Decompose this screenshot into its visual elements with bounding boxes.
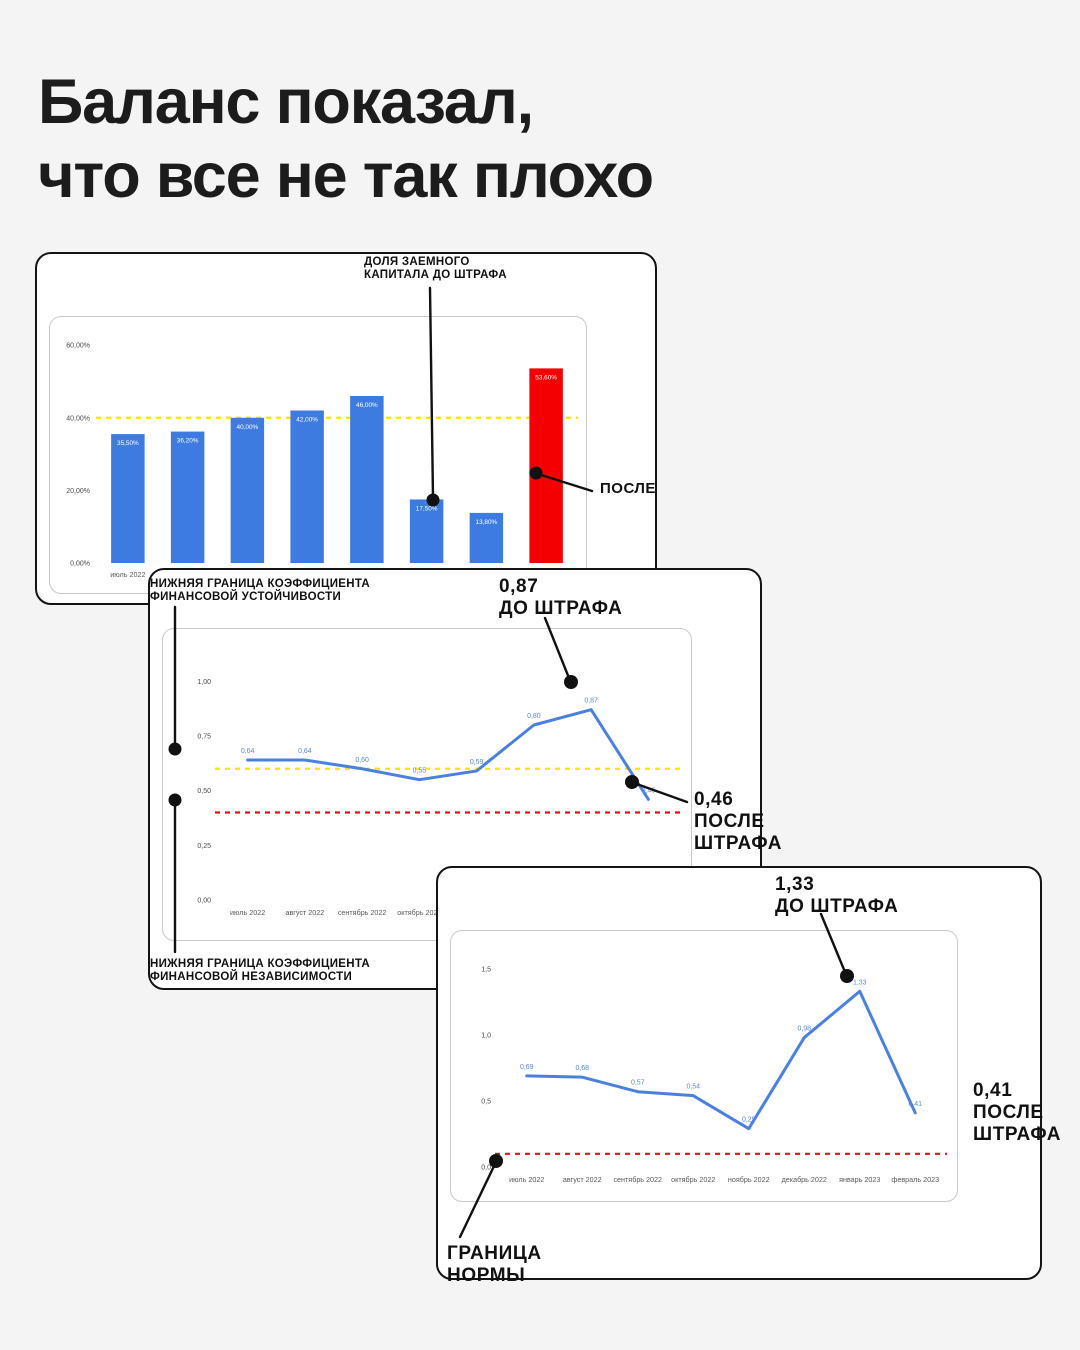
x-tick-label: август 2022 xyxy=(285,908,324,917)
card1-plot-frame: 0,00% 20,00% 40,00% 60,00% 35,50% 36,20% 40,00… xyxy=(49,316,587,594)
bar xyxy=(230,417,265,563)
point-value-label: 0,54 xyxy=(686,1084,700,1091)
page-title-line2: что все не так плохо xyxy=(38,140,654,211)
point-value-label: 0,59 xyxy=(470,759,484,766)
bar-value-label: 46,00% xyxy=(356,402,378,409)
y-tick-label: 20,00% xyxy=(66,488,90,495)
y-tick-label: 1,0 xyxy=(481,1032,491,1039)
y-tick-label: 0,0 xyxy=(481,1165,491,1172)
bar xyxy=(111,434,145,563)
card3-plot-frame: 0,0 0,5 1,0 1,5 0,69 0,68 0,57 0,54 0,29 0,98 1,33… xyxy=(450,930,958,1202)
point-value-label: 0,87 xyxy=(584,698,598,705)
annotation-041-after-fine: 0,41 после штрафа xyxy=(973,1080,1062,1146)
bar-value-label: 13,80% xyxy=(476,519,498,526)
x-tick-label: июль 2022 xyxy=(110,570,145,579)
point-value-label: 0,64 xyxy=(241,748,255,755)
point-value-label: 1,33 xyxy=(853,979,867,986)
card1-bar-chart: 0,00% 20,00% 40,00% 60,00% 35,50% 36,20% 40,00… xyxy=(66,343,578,579)
page-title-line1: Баланс показал, xyxy=(38,67,534,137)
data-line xyxy=(525,989,917,1131)
annotation-stability-lower-bound: Нижняя граница коэффициента финансовой у… xyxy=(150,578,371,604)
annotation-debt-share-before-fine: Доля заемного капитала до штрафа xyxy=(364,256,507,282)
y-tick-label: 40,00% xyxy=(66,415,90,422)
y-tick-label: 0,5 xyxy=(481,1098,491,1105)
bar-value-label: 42,00% xyxy=(296,417,318,424)
x-tick-label: декабрь 2022 xyxy=(782,1175,827,1184)
x-tick-label: август 2022 xyxy=(563,1175,602,1184)
financial-independence-line-card: 0,0 0,5 1,0 1,5 0,69 0,68 0,57 0,54 0,29 0,98 1,33… xyxy=(436,866,1042,1280)
y-tick-label: 0,00% xyxy=(70,561,90,568)
debt-share-bar-card: 0,00% 20,00% 40,00% 60,00% 35,50% 36,20% 40,00… xyxy=(35,252,657,605)
y-tick-label: 0,25 xyxy=(197,843,211,850)
point-value-label: 0,60 xyxy=(355,757,369,764)
point-value-label: 0,57 xyxy=(631,1080,645,1087)
bar xyxy=(170,431,205,563)
x-tick-label: октябрь 2022 xyxy=(397,908,441,917)
card2-plot-frame: 0,00 0,25 0,50 0,75 1,00 0,64 0,64 0,60 0,55 0,59… xyxy=(162,628,692,941)
x-tick-label: январь 2023 xyxy=(839,1175,880,1184)
point-value-label: 0,29 xyxy=(742,1117,756,1124)
bar xyxy=(409,499,444,563)
annotation-133-before-fine: 1,33 до штрафа xyxy=(775,874,899,918)
annotation-norm-boundary: Граница нормы xyxy=(447,1243,542,1287)
annotation-independence-lower-bound: Нижняя граница коэффициента финансовой н… xyxy=(150,958,371,984)
point-value-label: 0,68 xyxy=(575,1065,589,1072)
point-value-label: 0,69 xyxy=(520,1064,534,1071)
bar-value-label: 35,50% xyxy=(117,440,139,447)
point-value-label: 0,46 xyxy=(642,787,656,794)
x-tick-label: сентябрь 2022 xyxy=(338,908,387,917)
y-tick-label: 60,00% xyxy=(66,343,90,350)
y-tick-label: 0,50 xyxy=(197,788,211,795)
point-value-label: 0,98 xyxy=(797,1026,811,1033)
y-tick-label: 0,75 xyxy=(197,733,211,740)
x-tick-label: ноябрь 2022 xyxy=(728,1175,770,1184)
bar xyxy=(469,512,504,563)
point-value-label: 0,41 xyxy=(908,1101,922,1108)
y-tick-label: 1,00 xyxy=(197,679,211,686)
bar xyxy=(529,368,563,563)
x-tick-label: февраль 2023 xyxy=(891,1175,939,1184)
x-tick-label: октябрь 2022 xyxy=(671,1175,715,1184)
card3-line-chart: 0,0 0,5 1,0 1,5 0,69 0,68 0,57 0,54 0,29 0,98 1,33… xyxy=(481,966,947,1184)
bar xyxy=(350,395,384,563)
data-line xyxy=(246,708,650,801)
annotation-046-after-fine: 0,46 после штрафа xyxy=(694,789,783,855)
point-value-label: 0,64 xyxy=(298,748,312,755)
page-title: Баланс показал, что все не так плохо xyxy=(38,66,938,213)
annotation-after-fine: После xyxy=(600,480,656,497)
x-tick-label: июль 2022 xyxy=(230,908,265,917)
y-tick-label: 1,5 xyxy=(481,966,491,973)
x-tick-label: сентябрь 2022 xyxy=(613,1175,662,1184)
y-tick-label: 0,00 xyxy=(197,898,211,905)
bar xyxy=(290,410,324,563)
annotation-087-before-fine: 0,87 до штрафа xyxy=(499,576,623,620)
bar-value-label: 36,20% xyxy=(177,438,199,445)
bar-value-label: 40,00% xyxy=(237,424,259,431)
point-value-label: 0,55 xyxy=(413,768,427,775)
x-tick-label: июль 2022 xyxy=(509,1175,544,1184)
bar-value-label: 53,60% xyxy=(535,374,557,381)
bar-value-label: 17,50% xyxy=(416,505,438,512)
point-value-label: 0,80 xyxy=(527,713,541,720)
